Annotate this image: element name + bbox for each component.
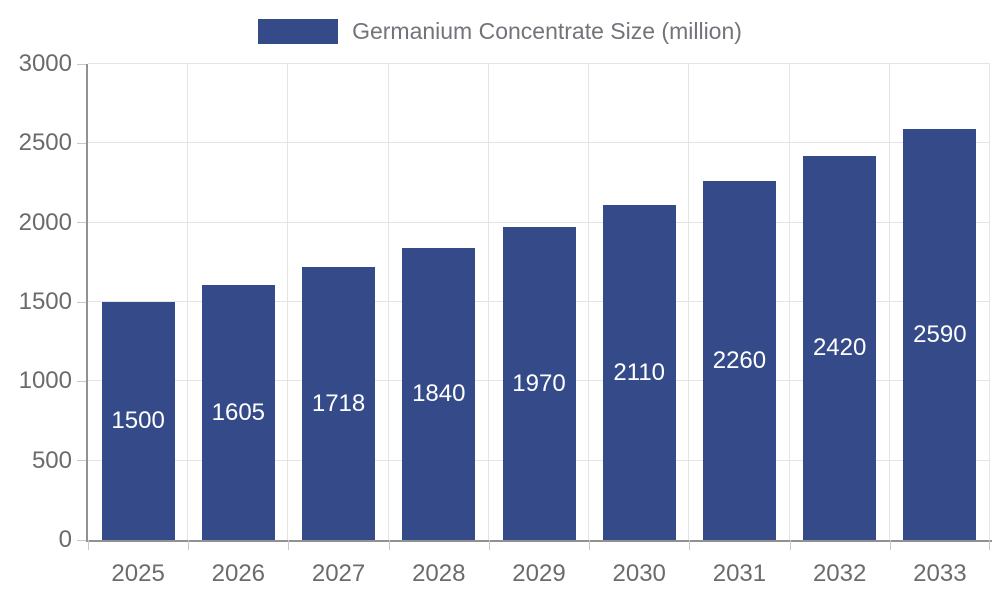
x-tick-label: 2032 [812, 560, 867, 587]
x-tick-mark [889, 540, 891, 550]
bar-value-label: 1500 [111, 407, 165, 434]
y-gridline [88, 142, 990, 144]
x-tick-mark [789, 540, 791, 550]
legend[interactable]: Germanium Concentrate Size (million) [0, 18, 1000, 45]
x-tick-label: 2028 [412, 560, 466, 587]
x-tick-label: 2033 [913, 560, 967, 587]
y-tick-label: 0 [58, 526, 72, 553]
bar[interactable]: 2260 [702, 181, 776, 540]
bar[interactable]: 1605 [201, 285, 275, 540]
bar-value-label: 2420 [812, 334, 867, 362]
x-gridline [387, 64, 389, 540]
x-axis-line [86, 540, 992, 542]
y-tick-label: 2000 [18, 208, 72, 236]
y-gridline [88, 63, 990, 64]
bar[interactable]: 1718 [302, 267, 376, 540]
bar-value-label: 1840 [412, 380, 466, 408]
bar-value-label: 2260 [712, 346, 767, 374]
y-tick-label: 500 [31, 446, 72, 474]
bar[interactable]: 1970 [502, 227, 576, 540]
x-tick-mark [388, 540, 390, 550]
y-tick-mark [77, 539, 86, 541]
legend-swatch[interactable] [258, 19, 339, 44]
bar[interactable]: 1840 [402, 248, 476, 540]
x-gridline [888, 64, 890, 540]
x-tick-mark [589, 540, 591, 550]
x-gridline [788, 64, 790, 540]
bar-value-label: 1605 [211, 398, 266, 426]
y-tick-mark [77, 301, 86, 303]
y-tick-mark [77, 460, 86, 462]
y-axis-line [86, 64, 88, 540]
y-tick-mark [77, 142, 86, 144]
x-tick-label: 2025 [111, 560, 165, 587]
legend-label: Germanium Concentrate Size (million) [352, 18, 742, 44]
bar[interactable]: 2420 [803, 156, 877, 540]
x-tick-mark [188, 540, 190, 550]
y-tick-label: 3000 [18, 50, 72, 77]
x-tick-label: 2030 [612, 560, 666, 587]
y-gridline [88, 221, 990, 223]
bar[interactable]: 2110 [602, 205, 676, 540]
y-tick-label: 1000 [18, 367, 72, 395]
x-tick-label: 2029 [512, 560, 566, 587]
y-tick-mark [77, 222, 86, 224]
x-gridline [187, 64, 189, 540]
bar[interactable]: 1500 [101, 302, 175, 540]
x-gridline [688, 64, 690, 540]
x-gridline [287, 64, 289, 540]
x-tick-mark [488, 540, 490, 550]
bar-value-label: 1970 [512, 369, 566, 397]
x-gridline [588, 64, 590, 540]
x-tick-label: 2026 [211, 560, 266, 587]
y-tick-mark [77, 63, 86, 65]
y-tick-mark [77, 380, 86, 382]
y-tick-label: 2500 [18, 129, 72, 157]
bar-value-label: 2110 [613, 358, 666, 386]
x-tick-mark [88, 540, 89, 550]
bar-value-label: 1718 [311, 389, 366, 417]
x-tick-mark [288, 540, 290, 550]
y-tick-label: 1500 [18, 288, 72, 315]
x-tick-label: 2031 [712, 560, 767, 587]
x-tick-label: 2027 [311, 560, 366, 587]
x-gridline [989, 64, 990, 540]
x-gridline [487, 64, 489, 540]
x-tick-mark [689, 540, 691, 550]
plot-area: 1500 1605 1718 1840 1970 2110 2260 2420 2590 [86, 63, 992, 542]
bar[interactable]: 2590 [903, 129, 977, 540]
bar-value-label: 2590 [913, 320, 967, 348]
x-tick-mark [989, 540, 990, 550]
